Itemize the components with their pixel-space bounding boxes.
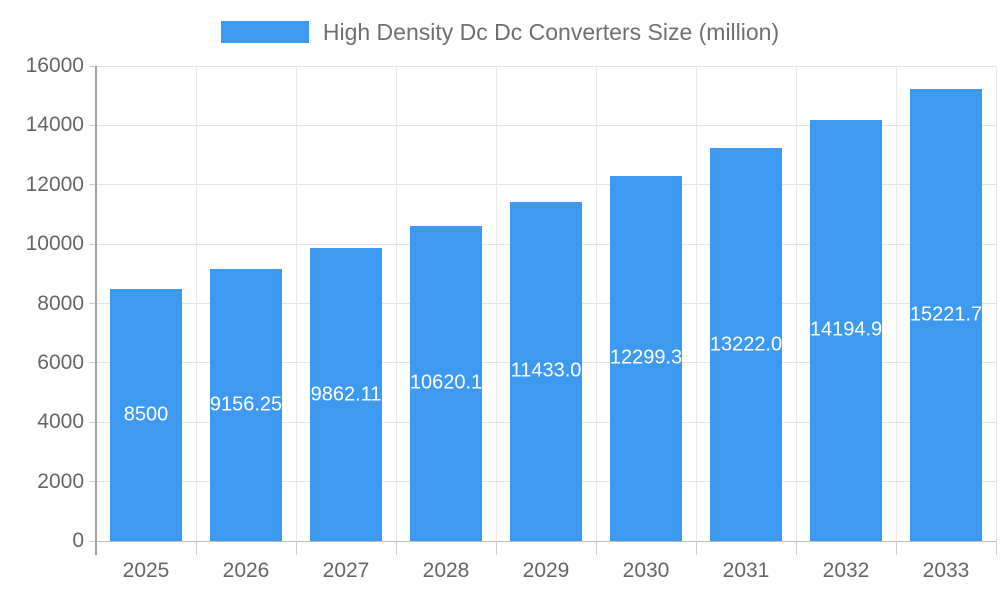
y-axis-label: 16000 bbox=[25, 54, 84, 77]
bar-value-label-2025: 8500 bbox=[123, 403, 169, 426]
bar-2026 bbox=[210, 269, 282, 541]
bar-value-label-2031: 13222.0 bbox=[709, 333, 783, 356]
bar-2030 bbox=[610, 175, 682, 541]
y-axis-tick bbox=[89, 65, 96, 67]
x-axis-label-2030: 2030 bbox=[622, 559, 670, 582]
x-axis-tick bbox=[195, 541, 197, 555]
gridline-vertical bbox=[395, 66, 397, 541]
x-axis-tick bbox=[895, 541, 897, 555]
y-axis-tick bbox=[89, 540, 96, 542]
x-axis-label-2027: 2027 bbox=[322, 559, 370, 582]
y-axis-label: 12000 bbox=[25, 172, 84, 196]
x-axis-label-2026: 2026 bbox=[222, 559, 270, 582]
gridline-vertical bbox=[495, 66, 497, 541]
y-axis-tick bbox=[89, 184, 96, 186]
chart-legend: High Density Dc Dc Converters Size (mill… bbox=[0, 16, 1000, 48]
x-axis-tick bbox=[395, 541, 397, 555]
gridline-horizontal bbox=[96, 124, 996, 126]
y-axis-tick bbox=[89, 362, 96, 364]
y-axis-tick bbox=[89, 303, 96, 304]
y-axis-label: 14000 bbox=[25, 113, 84, 137]
x-axis-tick bbox=[695, 541, 697, 555]
bar-value-label-2033: 15221.7 bbox=[909, 303, 983, 326]
x-axis-label-2025: 2025 bbox=[122, 559, 170, 582]
gridline-vertical bbox=[795, 66, 797, 541]
y-axis-label: 0 bbox=[72, 529, 84, 552]
x-axis-tick bbox=[795, 541, 797, 555]
y-axis-label: 4000 bbox=[37, 410, 84, 434]
y-axis-label: 6000 bbox=[37, 350, 84, 374]
x-axis-tick bbox=[595, 541, 597, 555]
bar-2029 bbox=[510, 201, 582, 541]
bar-value-label-2028: 10620.1 bbox=[409, 371, 483, 394]
x-axis-label-2031: 2031 bbox=[722, 559, 770, 582]
gridline-horizontal bbox=[96, 540, 996, 542]
bar-value-label-2030: 12299.3 bbox=[609, 346, 683, 369]
y-axis-label: 8000 bbox=[37, 291, 84, 315]
chart-title[interactable]: High Density Dc Dc Converters Size (mill… bbox=[322, 18, 780, 45]
x-axis-tick bbox=[495, 541, 497, 555]
x-axis-label-2033: 2033 bbox=[922, 559, 970, 582]
bar-2028 bbox=[410, 225, 482, 541]
gridline-vertical bbox=[595, 66, 597, 541]
bar-value-label-2029: 11433.0 bbox=[510, 359, 582, 382]
bar-2025 bbox=[110, 288, 182, 541]
x-axis-label-2032: 2032 bbox=[822, 559, 870, 582]
gridline-vertical bbox=[895, 66, 897, 541]
x-axis-label-2029: 2029 bbox=[522, 559, 570, 582]
gridline-vertical bbox=[195, 66, 197, 541]
y-axis-label: 2000 bbox=[37, 469, 84, 493]
y-axis-tick bbox=[89, 243, 96, 245]
x-axis-tick bbox=[295, 541, 297, 555]
y-axis-tick bbox=[89, 124, 96, 126]
y-axis-label: 10000 bbox=[25, 232, 84, 256]
bar-value-label-2032: 14194.9 bbox=[809, 318, 883, 341]
x-axis-tick bbox=[995, 541, 997, 555]
bar-2027 bbox=[310, 248, 382, 541]
bar-2032 bbox=[810, 119, 882, 541]
gridline-horizontal bbox=[96, 184, 996, 186]
x-axis-label-2028: 2028 bbox=[422, 559, 470, 582]
gridline-vertical bbox=[295, 66, 297, 541]
y-axis-line bbox=[95, 66, 97, 555]
gridline-horizontal bbox=[96, 65, 996, 67]
bar-2033 bbox=[910, 89, 982, 541]
bar-value-label-2027: 9862.11 bbox=[310, 383, 382, 406]
gridline-vertical bbox=[695, 66, 697, 541]
gridline-vertical bbox=[995, 66, 997, 541]
y-axis-tick bbox=[89, 481, 96, 483]
y-axis-tick bbox=[89, 421, 96, 423]
legend-swatch-icon[interactable] bbox=[220, 21, 309, 43]
bar-value-label-2026: 9156.25 bbox=[209, 393, 283, 416]
bar-2031 bbox=[710, 148, 782, 541]
